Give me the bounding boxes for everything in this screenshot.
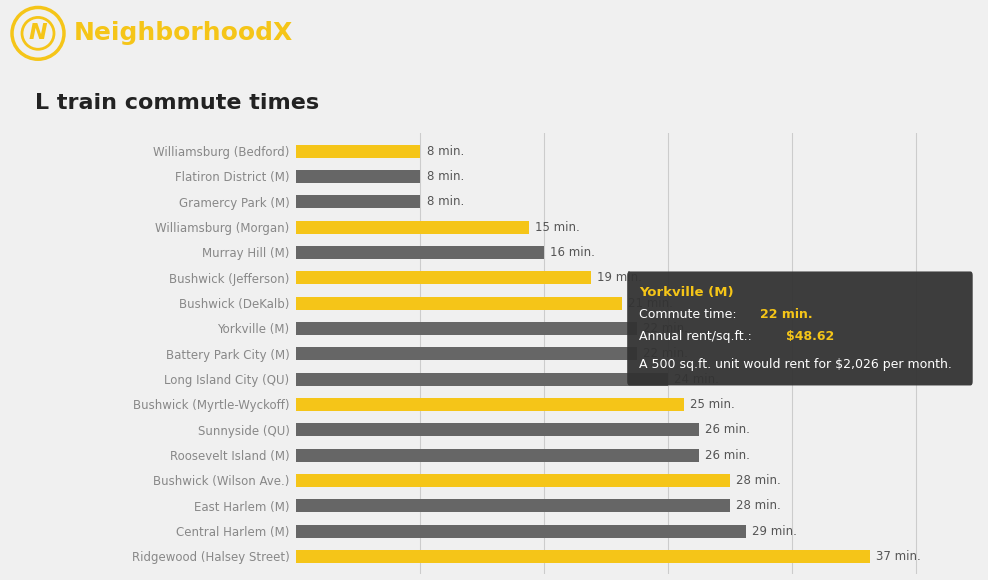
Text: 26 min.: 26 min. — [705, 423, 750, 436]
Bar — [296, 170, 420, 183]
Text: 19 min.: 19 min. — [597, 271, 642, 284]
Text: N: N — [29, 23, 47, 44]
Bar — [296, 448, 700, 462]
Text: 8 min.: 8 min. — [427, 144, 463, 158]
Text: $48.62: $48.62 — [786, 329, 834, 343]
Bar — [296, 550, 869, 563]
Bar — [296, 246, 544, 259]
Bar — [296, 322, 637, 335]
Text: 8 min.: 8 min. — [427, 195, 463, 208]
Bar — [296, 524, 746, 538]
Text: Yorkville (M): Yorkville (M) — [639, 287, 733, 299]
Text: 15 min.: 15 min. — [535, 220, 580, 234]
Text: 16 min.: 16 min. — [550, 246, 596, 259]
Bar — [296, 372, 668, 386]
Text: A 500 sq.ft. unit would rent for $2,026 per month.: A 500 sq.ft. unit would rent for $2,026 … — [639, 357, 951, 371]
FancyBboxPatch shape — [627, 271, 973, 386]
Text: 26 min.: 26 min. — [705, 449, 750, 462]
Text: 21 min.: 21 min. — [628, 296, 673, 310]
Bar — [296, 296, 621, 310]
Bar — [296, 499, 730, 512]
Text: L train commute times: L train commute times — [35, 93, 319, 113]
Text: 37 min.: 37 min. — [875, 550, 921, 563]
Text: 22 min.: 22 min. — [643, 347, 689, 360]
Text: 29 min.: 29 min. — [752, 525, 796, 538]
Text: Commute time:: Commute time: — [639, 308, 740, 321]
Bar — [296, 195, 420, 208]
Text: 22 min.: 22 min. — [643, 322, 689, 335]
Text: 28 min.: 28 min. — [736, 474, 782, 487]
Bar — [296, 347, 637, 360]
Bar — [296, 220, 529, 234]
Text: 24 min.: 24 min. — [675, 372, 719, 386]
Bar — [296, 144, 420, 158]
Text: NeighborhoodX: NeighborhoodX — [74, 21, 293, 45]
Bar — [296, 423, 700, 436]
Bar — [296, 474, 730, 487]
Text: Annual rent/sq.ft.:: Annual rent/sq.ft.: — [639, 329, 756, 343]
Text: 28 min.: 28 min. — [736, 499, 782, 512]
Bar — [296, 398, 684, 411]
Bar — [296, 271, 591, 284]
Text: 25 min.: 25 min. — [690, 398, 735, 411]
Text: 22 min.: 22 min. — [760, 308, 812, 321]
Text: 8 min.: 8 min. — [427, 170, 463, 183]
